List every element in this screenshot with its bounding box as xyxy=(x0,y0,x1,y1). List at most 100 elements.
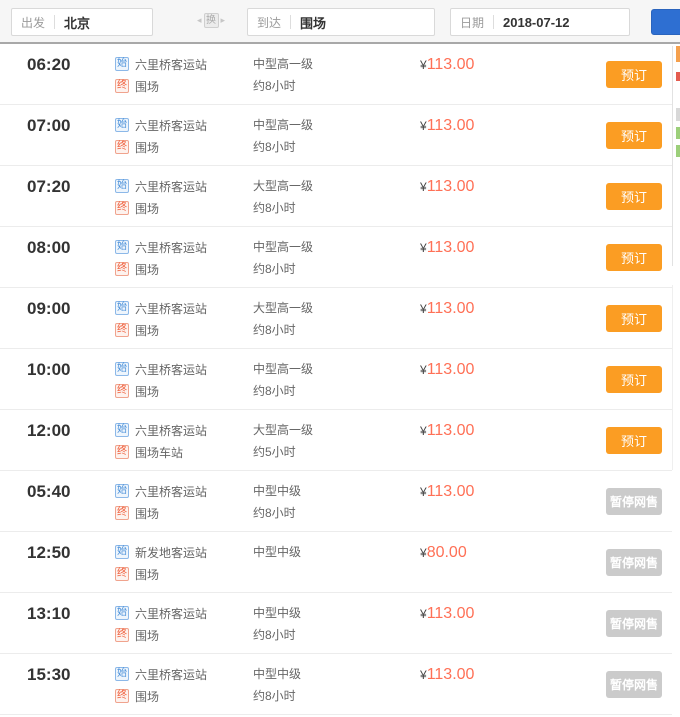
bus-info-column: 中型高一级 约8小时 xyxy=(253,53,313,97)
bus-duration: 约8小时 xyxy=(253,140,296,154)
end-station-badge: 终 xyxy=(115,689,129,703)
price: ¥113.00 xyxy=(420,117,474,135)
bus-duration: 约8小时 xyxy=(253,689,296,703)
cutoff-content-sliver xyxy=(676,72,680,81)
currency-symbol: ¥ xyxy=(420,180,427,194)
end-station-badge: 终 xyxy=(115,567,129,581)
end-station-badge: 终 xyxy=(115,628,129,642)
bus-type: 中型中级 xyxy=(253,667,302,681)
price-amount: 113.00 xyxy=(426,56,475,73)
stations-column: 始 六里桥客运站 终 围场 xyxy=(115,480,207,524)
suspended-button: 暂停网售 xyxy=(606,671,662,698)
end-station-name: 围场 xyxy=(135,201,160,216)
bus-info-column: 大型高一级 约8小时 xyxy=(253,297,313,341)
departure-time: 05:40 xyxy=(27,482,71,501)
suspended-button: 暂停网售 xyxy=(606,610,662,637)
book-button[interactable]: 预订 xyxy=(606,61,662,88)
book-button[interactable]: 预订 xyxy=(606,366,662,393)
start-station-name: 六里桥客运站 xyxy=(135,118,208,133)
end-station-badge: 终 xyxy=(115,140,129,154)
end-station-badge: 终 xyxy=(115,506,129,520)
book-button[interactable]: 预订 xyxy=(606,427,662,454)
bus-type: 中型中级 xyxy=(253,545,302,559)
departure-time: 08:00 xyxy=(27,238,71,257)
price: ¥113.00 xyxy=(420,666,474,684)
price: ¥80.00 xyxy=(420,544,467,562)
cutoff-panel-border xyxy=(672,285,673,470)
start-station-name: 六里桥客运站 xyxy=(135,301,208,316)
start-station-badge: 始 xyxy=(115,606,129,620)
currency-symbol: ¥ xyxy=(420,241,427,255)
cutoff-content-sliver xyxy=(676,145,680,157)
date-value: 2018-07-12 xyxy=(503,14,570,30)
start-station-badge: 始 xyxy=(115,423,129,437)
schedule-row: 07:20 始 六里桥客运站 终 围场 大型高一级 约8小时 ¥113.00 预… xyxy=(0,166,672,227)
bus-duration: 约8小时 xyxy=(253,323,296,337)
departure-time: 12:50 xyxy=(27,543,71,562)
start-station-badge: 始 xyxy=(115,667,129,681)
bus-info-column: 大型高一级 约5小时 xyxy=(253,419,313,463)
bus-info-column: 中型中级 约8小时 xyxy=(253,663,301,707)
bus-duration: 约8小时 xyxy=(253,262,296,276)
currency-symbol: ¥ xyxy=(420,58,427,72)
cutoff-content-sliver xyxy=(676,46,680,62)
stations-column: 始 新发地客运站 终 围场 xyxy=(115,541,207,585)
cutoff-panel-border xyxy=(672,46,673,266)
search-button[interactable] xyxy=(651,9,680,35)
suspended-button: 暂停网售 xyxy=(606,549,662,576)
price: ¥113.00 xyxy=(420,56,474,74)
arrival-field[interactable]: 到达 围场 xyxy=(247,8,435,36)
date-label: 日期 xyxy=(460,15,485,30)
price: ¥113.00 xyxy=(420,239,474,257)
end-station-badge: 终 xyxy=(115,201,129,215)
date-field[interactable]: 日期 2018-07-12 xyxy=(450,8,630,36)
cutoff-content-sliver xyxy=(676,127,680,139)
start-station-name: 六里桥客运站 xyxy=(135,606,208,621)
start-station-name: 六里桥客运站 xyxy=(135,179,208,194)
departure-time: 07:20 xyxy=(27,177,71,196)
currency-symbol: ¥ xyxy=(420,302,427,316)
departure-time: 06:20 xyxy=(27,55,71,74)
field-divider xyxy=(54,15,56,29)
schedule-row: 08:00 始 六里桥客运站 终 围场 中型高一级 约8小时 ¥113.00 预… xyxy=(0,227,672,288)
stations-column: 始 六里桥客运站 终 围场 xyxy=(115,602,207,646)
book-button[interactable]: 预订 xyxy=(606,305,662,332)
stations-column: 始 六里桥客运站 终 围场 xyxy=(115,236,207,280)
bus-duration: 约5小时 xyxy=(253,445,296,459)
price: ¥113.00 xyxy=(420,361,474,379)
bus-type: 大型高一级 xyxy=(253,179,314,193)
swap-right-arrow-icon: ▸ xyxy=(220,15,226,25)
currency-symbol: ¥ xyxy=(420,546,427,560)
bus-duration: 约8小时 xyxy=(253,201,296,215)
schedule-row: 09:00 始 六里桥客运站 终 围场 大型高一级 约8小时 ¥113.00 预… xyxy=(0,288,672,349)
departure-field[interactable]: 出发 北京 xyxy=(11,8,153,36)
start-station-badge: 始 xyxy=(115,118,129,132)
start-station-badge: 始 xyxy=(115,301,129,315)
stations-column: 始 六里桥客运站 终 围场 xyxy=(115,297,207,341)
start-station-name: 六里桥客运站 xyxy=(135,423,208,438)
book-button[interactable]: 预订 xyxy=(606,183,662,210)
end-station-name: 围场 xyxy=(135,689,160,704)
swap-direction-button[interactable]: ◂ 换 ▸ xyxy=(197,13,225,28)
schedule-row: 05:40 始 六里桥客运站 终 围场 中型中级 约8小时 ¥113.00 暂停… xyxy=(0,471,672,532)
end-station-name: 围场 xyxy=(135,506,160,521)
end-station-name: 围场 xyxy=(135,567,160,582)
stations-column: 始 六里桥客运站 终 围场 xyxy=(115,114,207,158)
price-amount: 113.00 xyxy=(426,178,475,195)
schedule-row: 06:20 始 六里桥客运站 终 围场 中型高一级 约8小时 ¥113.00 预… xyxy=(0,44,672,105)
stations-column: 始 六里桥客运站 终 围场 xyxy=(115,175,207,219)
bus-info-column: 中型中级 xyxy=(253,541,301,585)
currency-symbol: ¥ xyxy=(420,424,427,438)
price-amount: 113.00 xyxy=(426,300,475,317)
end-station-name: 围场 xyxy=(135,384,160,399)
start-station-badge: 始 xyxy=(115,362,129,376)
price-amount: 113.00 xyxy=(426,483,475,500)
book-button[interactable]: 预订 xyxy=(606,244,662,271)
start-station-badge: 始 xyxy=(115,179,129,193)
bus-type: 中型中级 xyxy=(253,484,302,498)
schedule-list: 06:20 始 六里桥客运站 终 围场 中型高一级 约8小时 ¥113.00 预… xyxy=(0,44,672,715)
price: ¥113.00 xyxy=(420,605,474,623)
bus-duration: 约8小时 xyxy=(253,506,296,520)
book-button[interactable]: 预订 xyxy=(606,122,662,149)
stations-column: 始 六里桥客运站 终 围场 xyxy=(115,663,207,707)
